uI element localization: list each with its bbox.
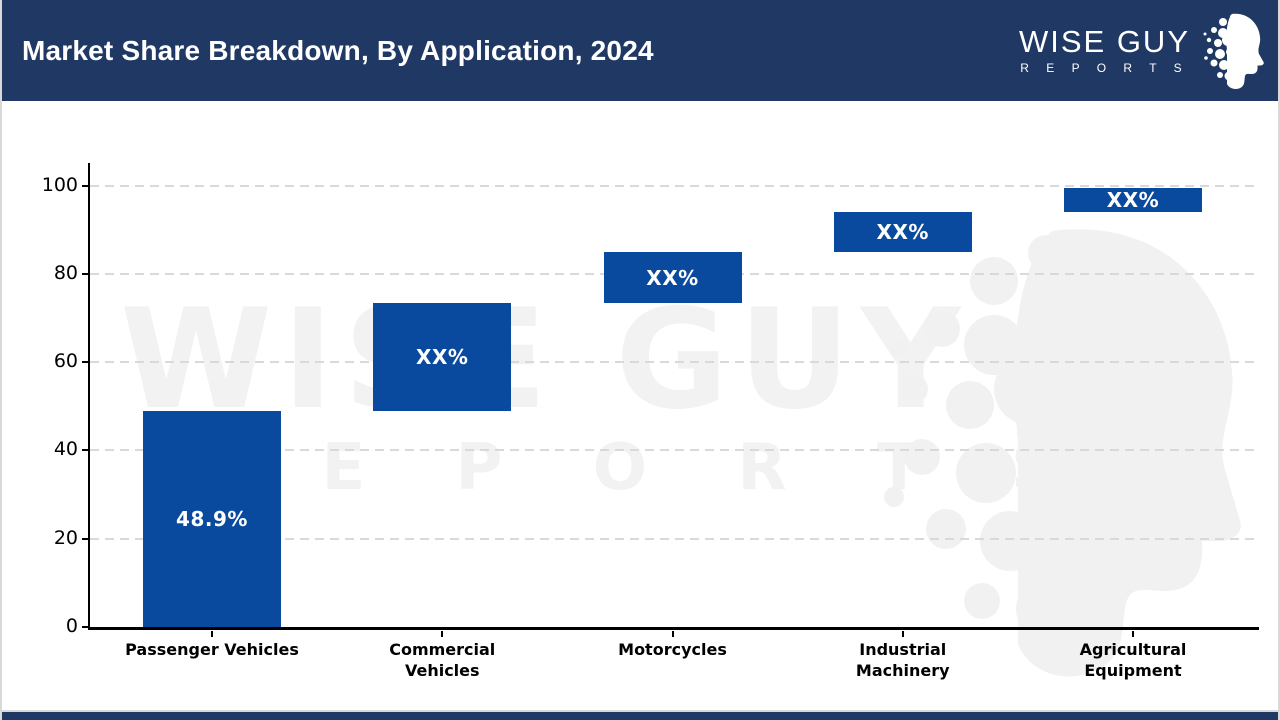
bar-value-label-passenger-vehicles: 48.9% bbox=[176, 507, 248, 532]
y-tick-80 bbox=[82, 272, 88, 275]
y-tick-label-60: 60 bbox=[53, 350, 78, 373]
logo-wordmark: WISE GUY bbox=[1018, 24, 1190, 59]
y-tick-label-40: 40 bbox=[53, 438, 78, 461]
y-tick-40 bbox=[82, 449, 88, 452]
header-bar: Market Share Breakdown, By Application, … bbox=[2, 0, 1278, 101]
category-label-passenger-vehicles: Passenger Vehicles bbox=[125, 640, 299, 659]
y-tick-100 bbox=[82, 184, 88, 187]
wiseguy-logo: WISE GUY R E P O R T S bbox=[1019, 10, 1264, 92]
bottom-border bbox=[2, 710, 1278, 712]
watermark: WISE GUY R E P O R T S bbox=[2, 101, 1278, 710]
y-axis-spine bbox=[88, 163, 90, 629]
gridline-40 bbox=[90, 449, 1257, 452]
category-label-agricultural-equipment: Agricultural Equipment bbox=[1079, 640, 1187, 680]
bar-industrial-machinery: XX% bbox=[833, 211, 972, 253]
gridline-100 bbox=[90, 184, 1257, 187]
x-tick-agricultural-equipment bbox=[1132, 631, 1134, 637]
watermark-head-icon bbox=[884, 229, 1241, 677]
y-tick-label-20: 20 bbox=[53, 526, 78, 549]
bar-commercial-vehicles: XX% bbox=[373, 302, 512, 412]
bar-value-label-commercial-vehicles: XX% bbox=[416, 345, 469, 370]
x-axis-spine bbox=[88, 627, 1259, 630]
logo-text: WISE GUY R E P O R T S bbox=[1018, 24, 1190, 76]
bar-agricultural-equipment: XX% bbox=[1064, 187, 1202, 212]
category-label-commercial-vehicles: Commercial Vehicles bbox=[389, 640, 496, 680]
gridline-60 bbox=[90, 361, 1257, 364]
footer-bar bbox=[2, 712, 1278, 720]
bar-value-label-motorcycles: XX% bbox=[646, 265, 699, 290]
y-tick-label-0: 0 bbox=[65, 615, 78, 637]
category-label-motorcycles: Motorcycles bbox=[618, 640, 727, 659]
y-tick-label-80: 80 bbox=[53, 261, 78, 284]
gridline-20 bbox=[90, 537, 1257, 540]
logo-head-icon bbox=[1203, 13, 1264, 89]
bar-passenger-vehicles: 48.9% bbox=[143, 411, 281, 627]
x-tick-commercial-vehicles bbox=[441, 631, 444, 637]
y-tick-0 bbox=[82, 626, 88, 628]
x-tick-motorcycles bbox=[671, 631, 674, 637]
bar-value-label-industrial-machinery: XX% bbox=[876, 220, 929, 245]
y-tick-60 bbox=[82, 361, 88, 364]
logo-subtitle: R E P O R T S bbox=[1020, 61, 1189, 75]
x-tick-passenger-vehicles bbox=[211, 631, 213, 637]
x-tick-industrial-machinery bbox=[901, 631, 904, 637]
category-label-industrial-machinery: Industrial Machinery bbox=[855, 640, 950, 680]
y-tick-label-100: 100 bbox=[41, 173, 78, 196]
bar-motorcycles: XX% bbox=[603, 252, 742, 303]
y-tick-20 bbox=[82, 537, 88, 540]
page-title: Market Share Breakdown, By Application, … bbox=[22, 34, 654, 66]
bar-value-label-agricultural-equipment: XX% bbox=[1106, 187, 1160, 212]
